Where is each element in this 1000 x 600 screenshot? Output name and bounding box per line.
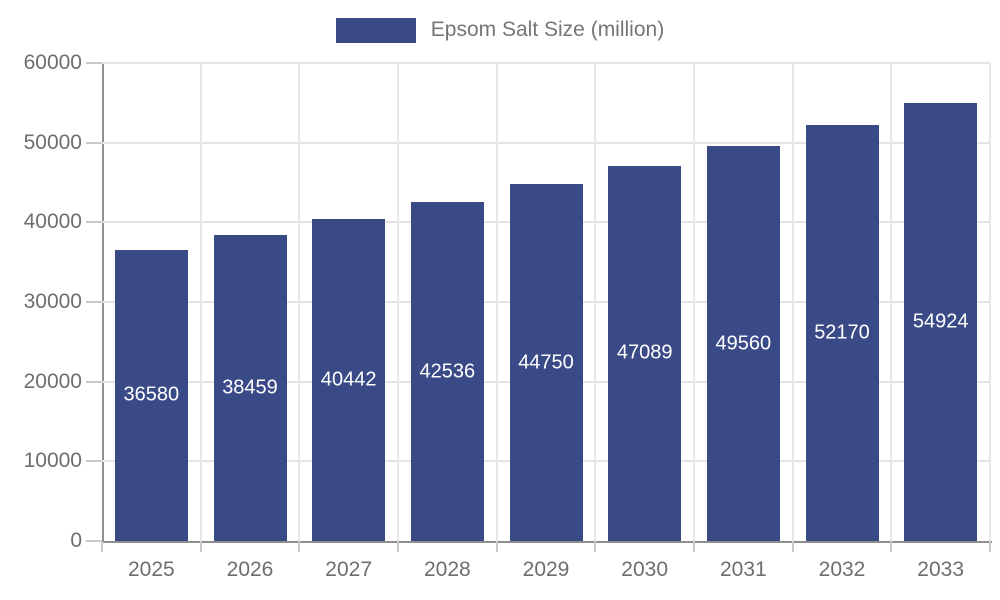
x-axis-tick-label: 2033	[917, 558, 965, 581]
x-axis-tick-label: 2025	[127, 558, 175, 581]
x-axis-tick-label: 2030	[621, 558, 669, 581]
bar[interactable]: 36580	[114, 249, 188, 541]
gridline-vertical	[298, 63, 301, 541]
x-tick-mark	[298, 541, 301, 552]
gridline-horizontal	[102, 141, 990, 144]
y-axis-tick-label: 50000	[23, 130, 82, 154]
bar[interactable]: 38459	[213, 234, 287, 541]
gridline-vertical	[791, 63, 794, 541]
x-tick-mark	[791, 541, 794, 552]
legend[interactable]: Epsom Salt Size (million)	[0, 14, 1000, 46]
bar-value-label: 38459	[222, 376, 278, 399]
x-tick-mark	[199, 541, 202, 552]
bar[interactable]: 52170	[805, 125, 879, 541]
x-tick-mark	[594, 541, 597, 552]
legend-label: Epsom Salt Size (million)	[430, 18, 665, 41]
y-tick-mark	[86, 380, 102, 383]
y-tick-mark	[86, 221, 102, 224]
legend-swatch-icon	[335, 17, 416, 43]
bar[interactable]: 44750	[509, 184, 583, 541]
y-axis-tick-label: 40000	[23, 210, 82, 234]
y-tick-mark	[86, 301, 102, 303]
y-tick-mark	[86, 460, 102, 463]
x-tick-mark	[693, 541, 695, 552]
y-axis-tick-label: 10000	[23, 449, 82, 473]
bar-value-label: 36580	[123, 383, 180, 406]
bar-value-label: 52170	[814, 321, 870, 344]
plot-area	[102, 63, 992, 543]
x-tick-mark	[397, 541, 399, 552]
x-axis-tick-label: 2032	[818, 558, 866, 581]
x-tick-mark	[890, 541, 893, 552]
bar[interactable]: 47089	[608, 165, 682, 541]
y-axis-tick-label: 20000	[23, 369, 82, 393]
bar-value-label: 42536	[419, 360, 476, 383]
bar-value-label: 47089	[616, 341, 673, 364]
y-tick-mark	[86, 540, 102, 542]
x-axis-tick-label: 2031	[719, 558, 767, 581]
x-axis-tick-label: 2027	[325, 558, 373, 581]
bar[interactable]: 49560	[706, 146, 780, 541]
gridline-vertical	[693, 63, 695, 541]
bar-value-label: 40442	[320, 368, 377, 391]
bar[interactable]: 42536	[410, 202, 484, 541]
bar-value-label: 44750	[518, 351, 574, 374]
y-axis-tick-label: 0	[70, 529, 82, 552]
y-axis-tick-label: 60000	[23, 51, 82, 74]
x-axis-tick-label: 2029	[522, 558, 570, 581]
y-tick-mark	[86, 141, 102, 144]
bar-value-label: 54924	[912, 310, 969, 333]
y-tick-mark	[86, 62, 102, 64]
bar[interactable]: 40442	[312, 218, 386, 541]
gridline-vertical	[397, 63, 399, 541]
x-tick-mark	[495, 541, 498, 552]
gridline-vertical	[890, 63, 893, 541]
x-axis-tick-label: 2028	[423, 558, 471, 581]
bar-value-label: 49560	[715, 332, 772, 355]
gridline-vertical	[989, 63, 991, 541]
bar[interactable]: 54924	[904, 103, 978, 541]
x-tick-mark	[101, 541, 103, 552]
y-axis-tick-label: 30000	[23, 290, 82, 313]
gridline-vertical	[199, 63, 202, 541]
gridline-vertical	[495, 63, 498, 541]
x-axis-tick-label: 2026	[226, 558, 274, 581]
gridline-horizontal	[102, 62, 990, 64]
gridline-vertical	[594, 63, 597, 541]
x-tick-mark	[989, 541, 991, 552]
